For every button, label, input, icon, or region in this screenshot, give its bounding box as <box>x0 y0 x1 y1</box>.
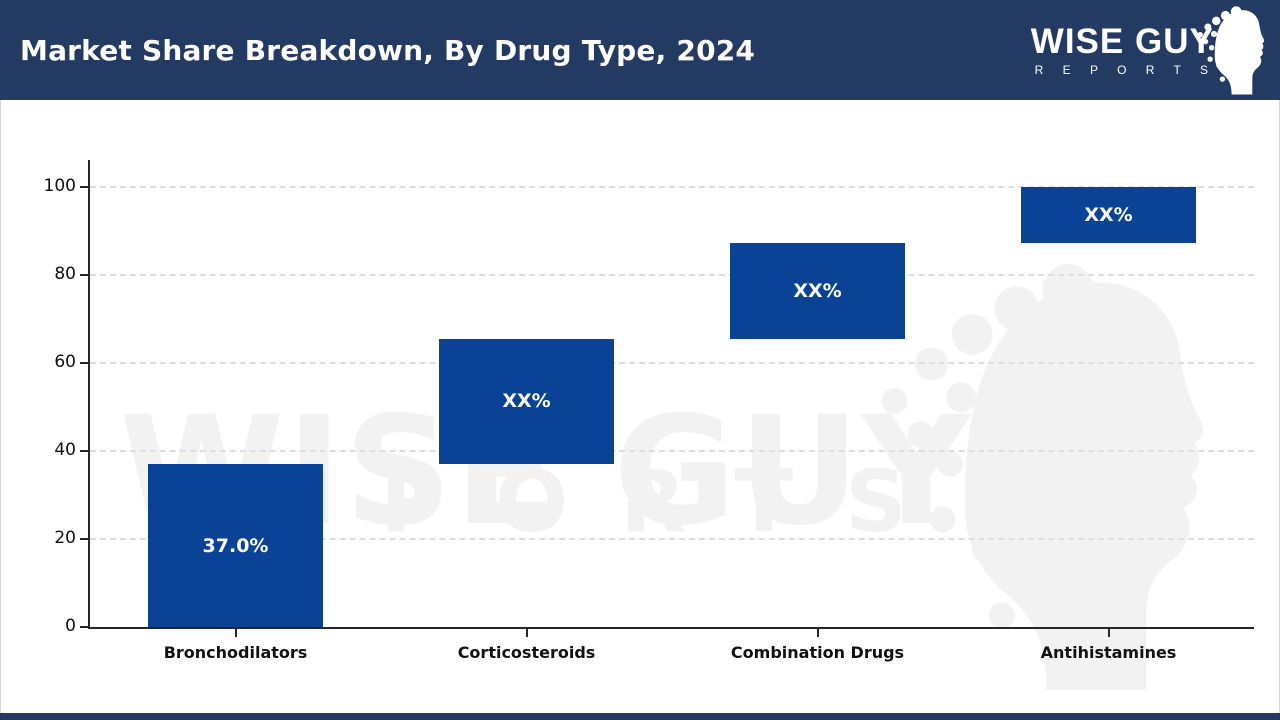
brand-logo: WISE GUY R E P O R T S <box>1029 4 1266 96</box>
x-tick-label: Antihistamines <box>1040 643 1177 662</box>
gridline <box>90 450 1254 452</box>
y-axis-tick <box>80 538 88 540</box>
bar-segment: 37.0% <box>148 464 323 627</box>
header-bar: Market Share Breakdown, By Drug Type, 20… <box>0 0 1280 100</box>
gridline <box>90 538 1254 540</box>
gridline <box>90 362 1254 364</box>
y-axis-tick <box>80 362 88 364</box>
gridline <box>90 274 1254 276</box>
bar-value-label: 37.0% <box>202 534 269 557</box>
x-axis-tick <box>525 629 528 637</box>
bar-segment: XX% <box>730 242 905 339</box>
y-tick-label: 60 <box>54 352 76 372</box>
x-tick-label: Bronchodilators <box>163 643 308 662</box>
x-axis-tick <box>234 629 237 637</box>
bar-value-label: XX% <box>502 390 551 413</box>
bar-value-label: XX% <box>793 279 842 302</box>
dotted-head-profile-icon <box>1197 6 1265 95</box>
x-axis-line <box>88 627 1254 629</box>
y-axis-tick <box>80 626 88 628</box>
bar-segment: XX% <box>1021 187 1196 243</box>
bar-value-label: XX% <box>1084 203 1133 226</box>
y-tick-label: 0 <box>65 616 76 636</box>
footer-bar <box>0 713 1280 720</box>
x-tick-label: Combination Drugs <box>730 643 905 662</box>
brand-name: WISE GUY <box>1030 22 1214 61</box>
y-tick-label: 20 <box>54 528 76 548</box>
y-axis-tick <box>80 450 88 452</box>
bar-segment: XX% <box>439 338 614 465</box>
x-tick-label: Corticosteroids <box>457 643 596 662</box>
page-title: Market Share Breakdown, By Drug Type, 20… <box>20 33 756 67</box>
y-tick-label: 80 <box>54 264 76 284</box>
y-tick-label: 40 <box>54 440 76 460</box>
x-axis-tick <box>1107 629 1110 637</box>
y-axis-line <box>88 160 90 629</box>
y-axis-tick <box>80 186 88 188</box>
x-axis-tick <box>816 629 819 637</box>
gridline <box>90 186 1254 188</box>
brand-logo-text: WISE GUY R E P O R T S <box>1029 24 1216 76</box>
brand-subtitle: R E P O R T S <box>1034 63 1216 77</box>
chart-canvas: WISE GUY REPORTS 0 20 40 60 80 100 Bronchodila… <box>0 100 1280 713</box>
y-axis-tick <box>80 274 88 276</box>
plot-area: 0 20 40 60 80 100 Bronchodilators 37.0% Corticos… <box>44 160 1254 662</box>
y-tick-label: 100 <box>43 176 76 196</box>
